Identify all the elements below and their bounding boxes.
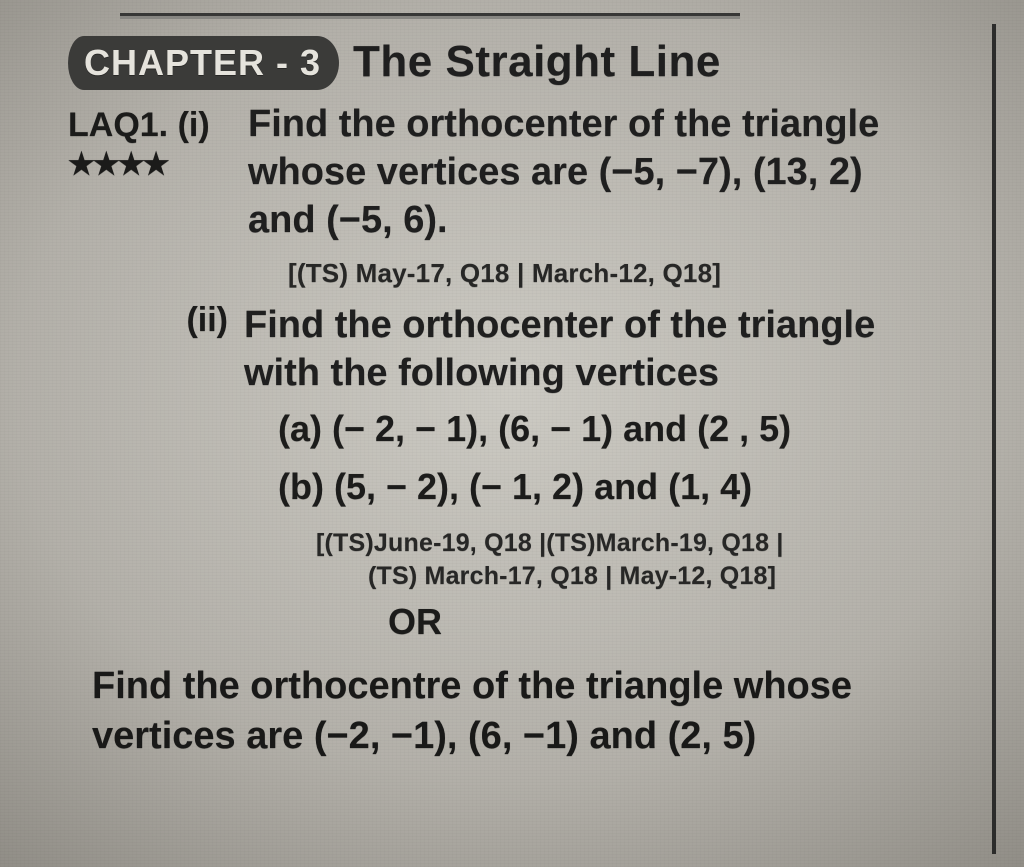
alt-line-1: Find the orthocentre of the triangle who…	[92, 665, 852, 707]
question-1: LAQ1. (i) ★★★★ Find the orthocenter of t…	[68, 100, 968, 244]
q1-line-1: Find the orthocenter of the triangle	[248, 100, 968, 148]
alt-line-2: vertices are (−2, −1), (6, −1) and (2, 5…	[92, 715, 756, 757]
top-border-rule	[120, 10, 740, 16]
q1-line-2: whose vertices are (−5, −7), (13, 2)	[248, 148, 968, 196]
question-1-label-block: LAQ1. (i) ★★★★	[68, 100, 248, 182]
difficulty-stars: ★★★★	[68, 147, 248, 182]
chapter-title: The Straight Line	[353, 36, 721, 88]
or-separator: OR	[388, 601, 968, 643]
q2-line-2: with the following vertices	[244, 349, 968, 397]
page-content: CHAPTER - 3 The Straight Line LAQ1. (i) …	[68, 36, 968, 761]
chapter-badge: CHAPTER - 3	[68, 36, 339, 90]
q1-line-3: and (−5, 6).	[248, 196, 968, 244]
question-2-reference-2: (TS) March-17, Q18 | May-12, Q18]	[368, 562, 968, 591]
question-2-reference-1: [(TS)June-19, Q18 |(TS)March-19, Q18 |	[316, 529, 968, 558]
question-2: (ii) Find the orthocenter of the triangl…	[154, 301, 968, 397]
question-1-reference: [(TS) May-17, Q18 | March-12, Q18]	[288, 258, 968, 289]
right-border-rule	[992, 24, 996, 854]
question-1-label: LAQ1. (i)	[68, 100, 248, 145]
question-2-label: (ii)	[154, 301, 244, 340]
chapter-heading-row: CHAPTER - 3 The Straight Line	[68, 36, 968, 90]
q2-line-1: Find the orthocenter of the triangle	[244, 301, 968, 349]
question-1-body: Find the orthocenter of the triangle who…	[248, 100, 968, 244]
question-2-body: Find the orthocenter of the triangle wit…	[244, 301, 968, 397]
alternate-question: Find the orthocentre of the triangle who…	[92, 661, 968, 761]
scanned-page: CHAPTER - 3 The Straight Line LAQ1. (i) …	[0, 0, 1024, 867]
option-b: (b) (5, − 2), (− 1, 2) and (1, 4)	[278, 461, 968, 513]
option-a: (a) (− 2, − 1), (6, − 1) and (2 , 5)	[278, 403, 968, 455]
